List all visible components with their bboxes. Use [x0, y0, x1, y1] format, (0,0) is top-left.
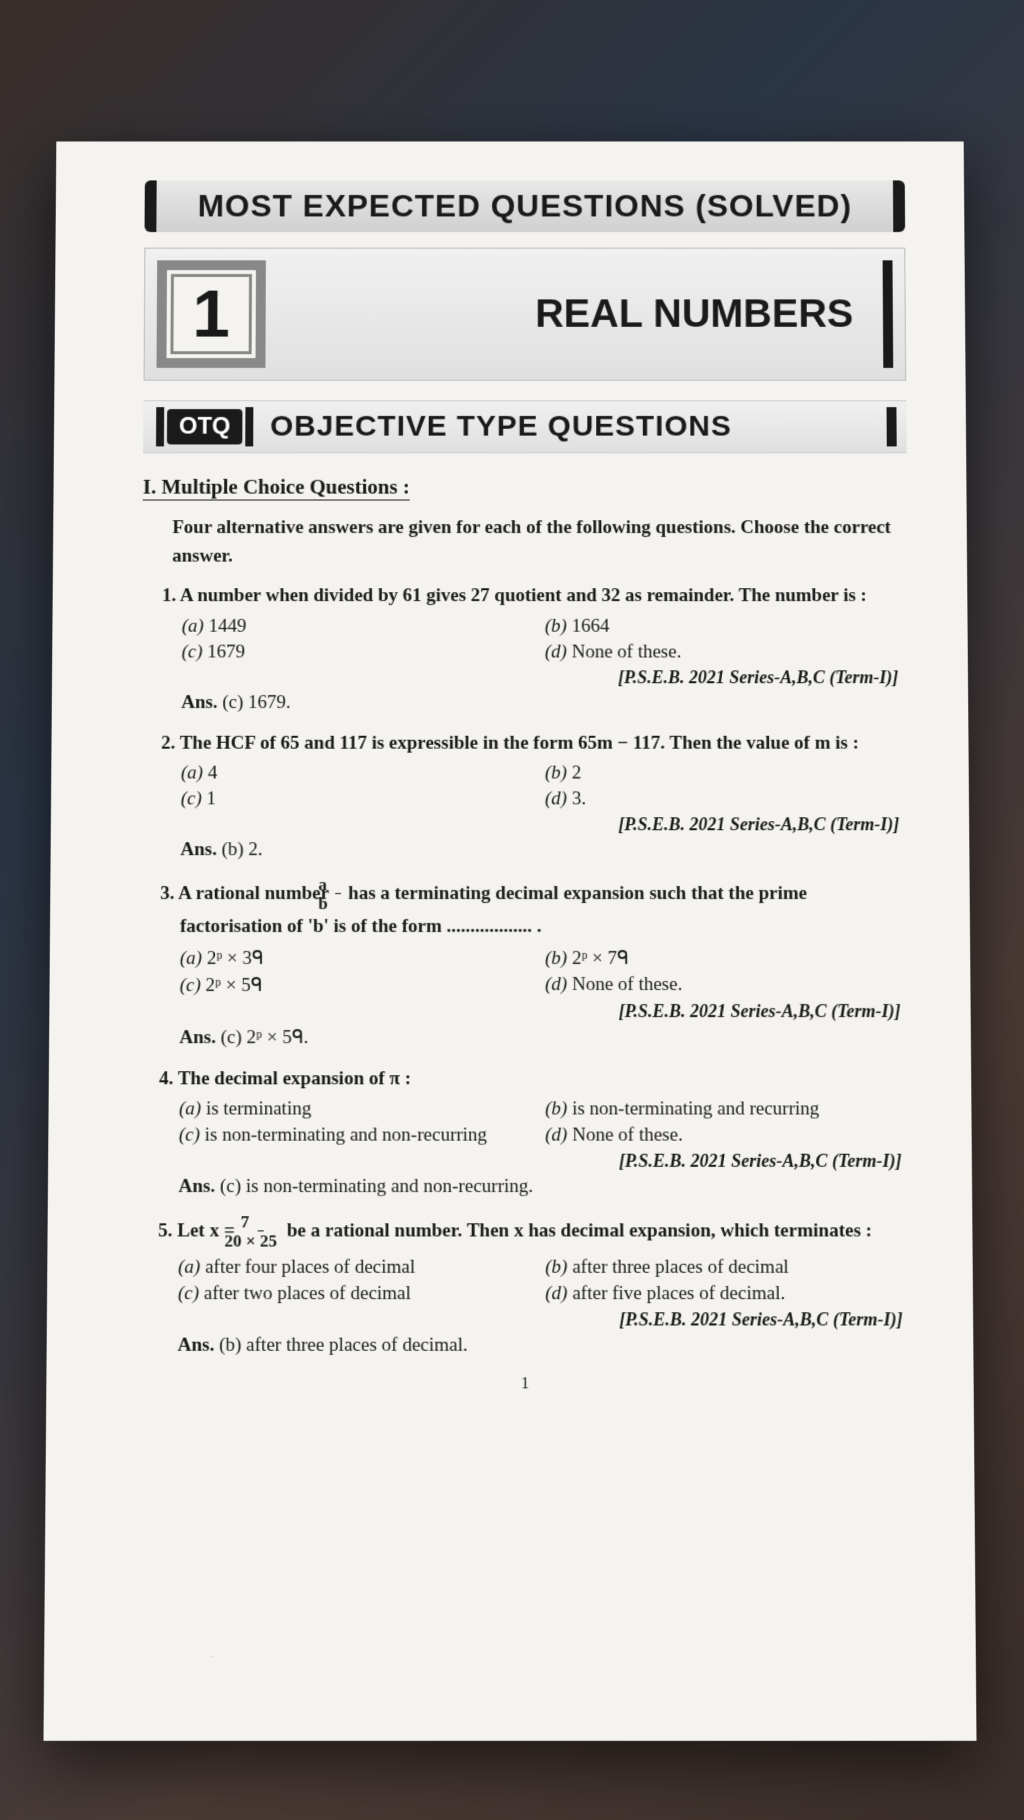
option-c: (c) after two places of decimal [178, 1283, 545, 1305]
option-b: (b) 2 [545, 763, 909, 785]
option-c: (c) 1 [181, 789, 545, 811]
option-a: (a) 2ᵖ × 3ᑫ [180, 947, 545, 970]
question-text: 2. The HCF of 65 and 117 is expressible … [161, 729, 909, 756]
fraction: a b [335, 876, 341, 912]
instructions-text: Four alternative answers are given for e… [172, 517, 891, 566]
options: (a) is terminating (b) is non-terminatin… [179, 1099, 912, 1147]
chapter-bar [883, 260, 894, 368]
option-b: (b) 2ᵖ × 7ᑫ [545, 947, 910, 970]
question-text: 4. The decimal expansion of π : [159, 1065, 911, 1093]
otq-end-bar [887, 407, 897, 446]
source-ref: [P.S.E.B. 2021 Series-A,B,C (Term-I)] [138, 1151, 901, 1172]
source-ref: [P.S.E.B. 2021 Series-A,B,C (Term-I)] [137, 1309, 902, 1330]
chapter-number: 1 [192, 276, 230, 352]
answer: Ans. (c) is non-terminating and non-recu… [178, 1176, 911, 1198]
title-banner: MOST EXPECTED QUESTIONS (SOLVED) [145, 180, 906, 232]
option-c: (c) 1679 [182, 641, 545, 663]
question-text: 5. Let x = 7 20 × 25 be a rational numbe… [158, 1214, 912, 1250]
option-d: (d) None of these. [545, 641, 908, 663]
question-block: 3. A rational number a b has a terminati… [139, 877, 911, 1049]
option-a: (a) is terminating [179, 1099, 545, 1121]
option-d: (d) 3. [545, 789, 909, 811]
source-ref: [P.S.E.B. 2021 Series-A,B,C (Term-I)] [141, 814, 900, 835]
source-ref: [P.S.E.B. 2021 Series-A,B,C (Term-I)] [139, 1001, 900, 1022]
option-d: (d) after five places of decimal. [545, 1283, 912, 1305]
answer: Ans. (b) 2. [180, 839, 909, 861]
banner-title: MOST EXPECTED QUESTIONS (SOLVED) [176, 188, 873, 224]
question-text: 1. A number when divided by 61 gives 27 … [162, 582, 908, 609]
otq-badge-text: OTQ [167, 409, 243, 444]
question-block: 5. Let x = 7 20 × 25 be a rational numbe… [137, 1214, 913, 1357]
chapter-number-box: 1 [157, 260, 266, 368]
source-ref: [P.S.E.B. 2021 Series-A,B,C (Term-I)] [142, 667, 899, 688]
section-heading: I. Multiple Choice Questions : [143, 475, 410, 501]
otq-header: OTQ OBJECTIVE TYPE QUESTIONS [143, 400, 907, 453]
answer: Ans. (c) 2ᵖ × 5ᑫ. [179, 1026, 911, 1049]
chapter-header: 1 REAL NUMBERS [144, 248, 907, 381]
option-a: (a) after four places of decimal [178, 1257, 545, 1279]
question-block: 1. A number when divided by 61 gives 27 … [141, 582, 908, 713]
otq-title: OBJECTIVE TYPE QUESTIONS [270, 410, 873, 443]
option-c: (c) 2ᵖ × 5ᑫ [180, 974, 545, 997]
option-c: (c) is non-terminating and non-recurring [179, 1125, 545, 1147]
options: (a) 4 (b) 2 (c) 1 (d) 3. [181, 763, 909, 811]
option-d: (d) None of these. [545, 974, 910, 997]
chapter-title: REAL NUMBERS [285, 292, 863, 336]
options: (a) 2ᵖ × 3ᑫ (b) 2ᵖ × 7ᑫ (c) 2ᵖ × 5ᑫ (d) … [180, 947, 911, 997]
option-b: (b) is non-terminating and recurring [545, 1099, 911, 1121]
option-b: (b) after three places of decimal [545, 1257, 912, 1279]
question-block: 4. The decimal expansion of π : (a) is t… [138, 1065, 912, 1198]
options: (a) 1449 (b) 1664 (c) 1679 (d) None of t… [182, 615, 909, 662]
fraction: 7 20 × 25 [242, 1213, 281, 1249]
answer: Ans. (b) after three places of decimal. [178, 1335, 913, 1357]
question-text: 3. A rational number a b has a terminati… [160, 877, 910, 940]
otq-badge: OTQ [153, 407, 256, 446]
instructions: Four alternative answers are given for e… [172, 514, 907, 570]
option-d: (d) None of these. [545, 1125, 911, 1147]
textbook-page: MOST EXPECTED QUESTIONS (SOLVED) 1 REAL … [43, 141, 976, 1740]
question-block: 2. The HCF of 65 and 117 is expressible … [140, 729, 909, 861]
option-a: (a) 1449 [182, 615, 545, 637]
page-number: 1 [137, 1375, 913, 1393]
answer: Ans. (c) 1679. [181, 692, 908, 714]
option-b: (b) 1664 [545, 615, 908, 637]
options: (a) after four places of decimal (b) aft… [178, 1257, 913, 1306]
option-a: (a) 4 [181, 763, 545, 785]
